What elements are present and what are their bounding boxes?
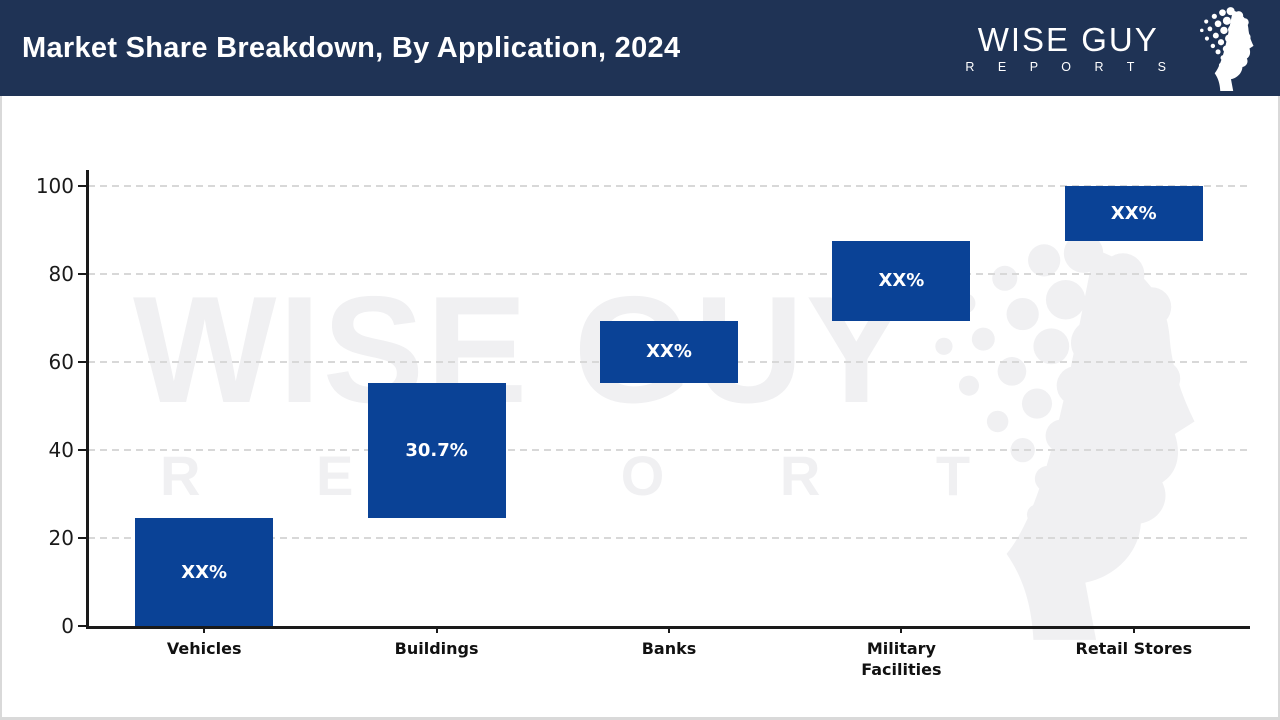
x-category-label: Military Facilities — [861, 639, 942, 679]
bar-value-label: XX% — [878, 270, 925, 292]
bar-military: XX% — [832, 240, 971, 321]
y-tick-label-100: 100 — [35, 174, 74, 198]
y-tick-label-20: 20 — [48, 526, 74, 550]
bar-vehicles: XX% — [135, 518, 274, 626]
y-tick-label-40: 40 — [48, 438, 74, 462]
page-title: Market Share Breakdown, By Application, … — [22, 31, 681, 64]
y-tick-label-80: 80 — [48, 262, 74, 286]
axes-layer: 0 20 40 60 80 100 Vehicles Buildings Banks Milita… — [0, 96, 1280, 720]
y-tick-40 — [78, 449, 87, 451]
bar-banks: XX% — [600, 320, 738, 384]
x-category-label: Buildings — [394, 639, 479, 658]
bar-value-label: XX% — [1110, 202, 1157, 224]
bar-retail stores: XX% — [1064, 186, 1203, 241]
y-tick-20 — [78, 537, 87, 539]
x-tick-0 — [203, 626, 206, 633]
header-bar: Market Share Breakdown, By Application, … — [0, 0, 1280, 96]
gridline-100 — [88, 185, 1250, 187]
x-category-label: Banks — [641, 639, 697, 658]
brand-subname: R E P O R T S — [965, 59, 1176, 74]
gridline-40 — [88, 449, 1250, 451]
plot-area: XX% 30.7% XX% XX% XX% — [0, 96, 1280, 720]
bar-value-label: XX% — [181, 561, 228, 583]
gridline-80 — [88, 273, 1250, 275]
x-category-label: Vehicles — [166, 639, 242, 658]
y-tick-80 — [78, 273, 87, 275]
wiseguy-head-icon — [1200, 6, 1254, 91]
y-tick-60 — [78, 361, 87, 363]
x-category-label: Retail Stores — [1075, 639, 1193, 658]
bar-buildings: 30.7% — [367, 383, 506, 519]
gridline-20 — [88, 537, 1250, 539]
page-border-right — [1278, 96, 1280, 720]
bar-value-label: 30.7% — [405, 440, 468, 462]
x-tick-2 — [668, 626, 670, 633]
y-tick-label-0: 0 — [61, 614, 74, 638]
y-tick-100 — [78, 185, 87, 187]
page-border-bottom — [0, 717, 1280, 720]
brand-logo: WISE GUY R E P O R T S — [960, 6, 1258, 91]
brand-logo-text: WISE GUY R E P O R T S — [960, 23, 1176, 74]
x-tick-3 — [900, 626, 903, 633]
x-tick-1 — [435, 626, 438, 633]
chart-area: WISE GUY R E P O R T S 0 20 40 60 80 100 Vehic… — [0, 96, 1280, 720]
bar-value-label: XX% — [646, 341, 692, 363]
y-axis-line — [86, 170, 89, 628]
y-tick-label-60: 60 — [48, 350, 74, 374]
page-border-left — [0, 96, 2, 720]
y-tick-0 — [78, 625, 87, 627]
brand-name: WISE GUY — [977, 20, 1159, 58]
